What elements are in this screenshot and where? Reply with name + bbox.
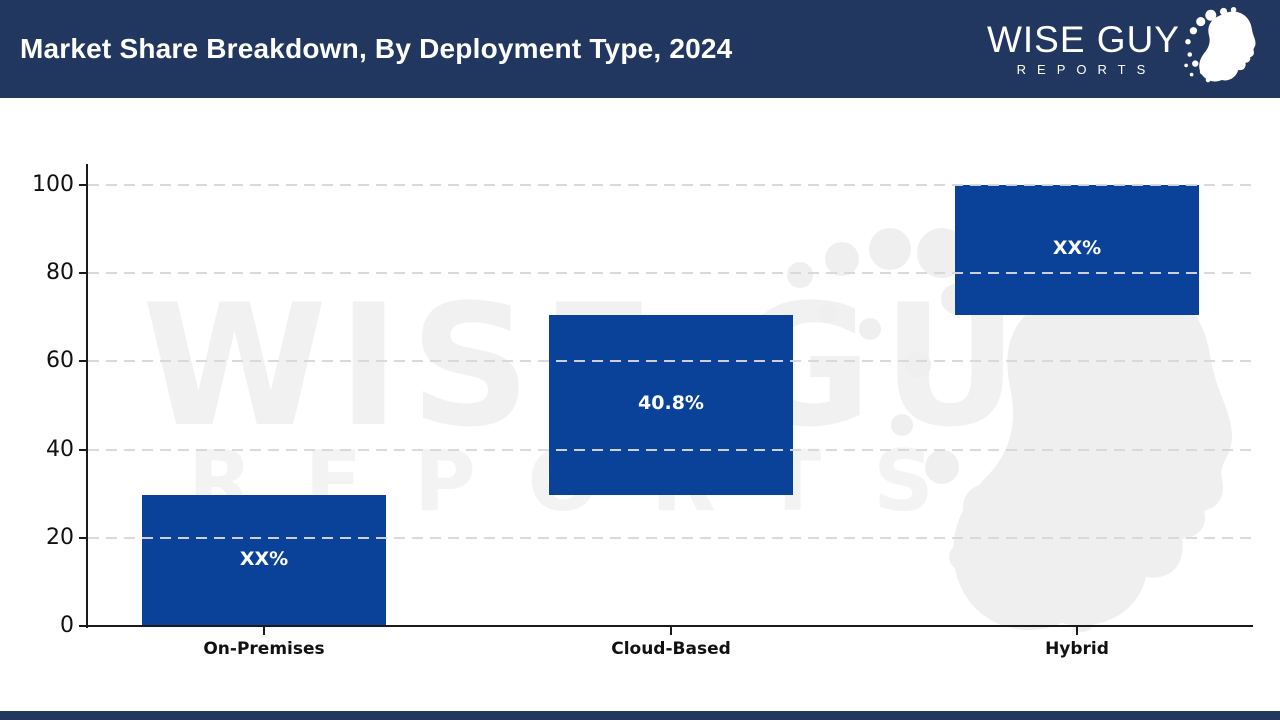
y-axis-tick-label: 20 [46,524,74,550]
y-axis-tick-label: 40 [46,436,74,462]
gridline-20 [88,536,1253,539]
category-label: On-Premises [203,639,325,659]
bar-value-label: XX% [1052,237,1102,260]
bar-value-label: 40.8% [638,392,704,415]
bar-value-label: XX% [239,547,289,570]
y-axis-tick-40 [79,448,88,451]
brand-subtitle: REPORTS [1016,62,1157,77]
brand-text: WISE GUY REPORTS [987,21,1180,77]
y-axis-tick-label: 80 [46,260,74,286]
y-axis-line [86,164,88,628]
bar-on-premises [142,495,386,626]
gridline-40 [88,448,1253,451]
gridline-100 [88,184,1253,186]
x-axis-line [86,625,1253,627]
y-axis-tick-20 [79,536,88,539]
x-axis-tick [670,627,672,635]
y-axis-tick-0 [79,625,88,627]
bar-cloud-based [549,315,793,496]
y-axis-tick-label: 100 [32,172,74,197]
y-axis-tick-100 [79,184,88,186]
header-bar: Market Share Breakdown, By Deployment Ty… [0,0,1280,98]
gridline-60 [88,360,1253,363]
y-axis-tick-label: 60 [46,348,74,374]
brand-name: WISE GUY [986,19,1180,60]
y-axis-tick-80 [79,272,88,275]
x-axis-tick [263,627,265,635]
category-label: Hybrid [1045,639,1109,659]
page-title: Market Share Breakdown, By Deployment Ty… [20,33,733,64]
category-label: Cloud-Based [611,639,731,659]
wise-guy-head-icon [1184,7,1256,83]
x-axis-tick [1076,627,1078,635]
y-axis-tick-label: 0 [60,613,74,638]
gridline-80 [88,272,1253,275]
brand-logo: WISE GUY REPORTS [987,7,1262,91]
y-axis-tick-60 [79,360,88,363]
footer-bar [0,711,1280,720]
